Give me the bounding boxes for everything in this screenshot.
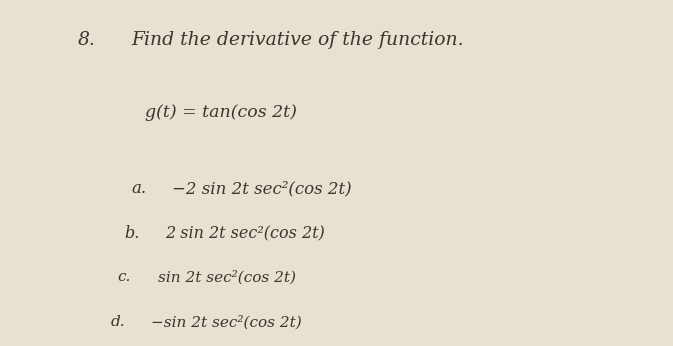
Text: c.: c. [118,270,131,284]
Text: b.: b. [125,225,140,242]
Text: −sin 2t sec²(cos 2t): −sin 2t sec²(cos 2t) [151,315,302,329]
Text: g(t) = tan(cos 2t): g(t) = tan(cos 2t) [145,104,297,121]
Text: −2 sin 2t sec²(cos 2t): −2 sin 2t sec²(cos 2t) [172,180,351,197]
Text: sin 2t sec²(cos 2t): sin 2t sec²(cos 2t) [158,270,296,284]
Text: d.: d. [111,315,126,329]
Text: 8.: 8. [77,31,96,49]
Text: 2 sin 2t sec²(cos 2t): 2 sin 2t sec²(cos 2t) [165,225,324,242]
Text: a.: a. [131,180,146,197]
Text: Find the derivative of the function.: Find the derivative of the function. [131,31,464,49]
